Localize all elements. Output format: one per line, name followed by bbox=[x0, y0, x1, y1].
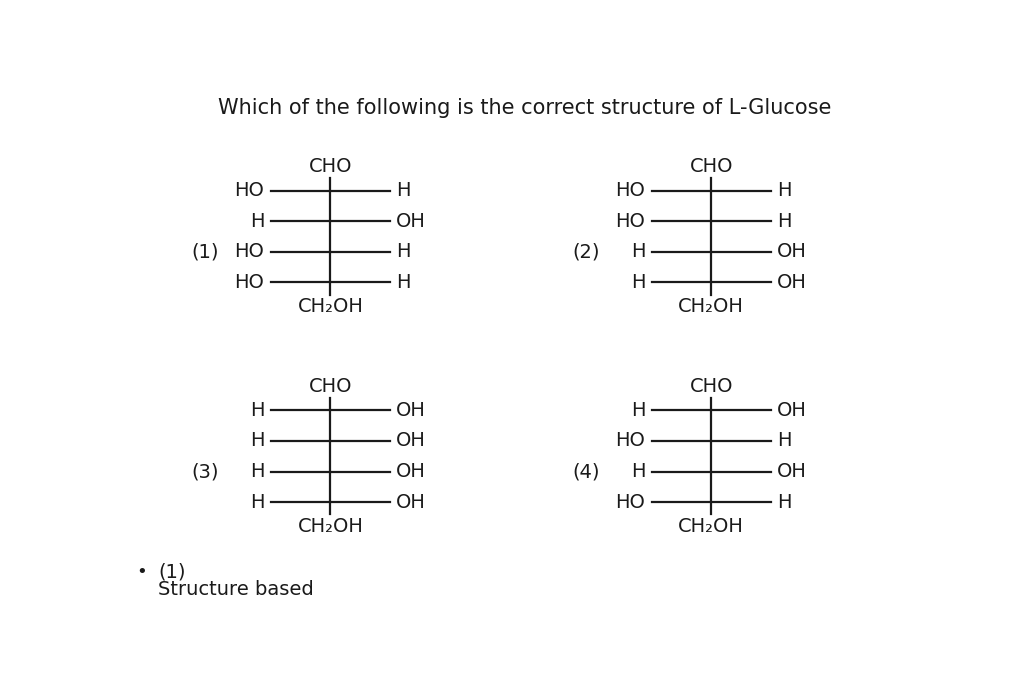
Text: OH: OH bbox=[777, 462, 807, 481]
Text: (1): (1) bbox=[158, 563, 185, 582]
Text: H: H bbox=[777, 432, 792, 450]
Text: CH₂OH: CH₂OH bbox=[297, 516, 364, 536]
Text: OH: OH bbox=[777, 401, 807, 420]
Text: H: H bbox=[631, 401, 645, 420]
Text: H: H bbox=[777, 181, 792, 200]
Text: H: H bbox=[250, 493, 264, 512]
Text: H: H bbox=[631, 242, 645, 261]
Text: CH₂OH: CH₂OH bbox=[678, 516, 744, 536]
Text: Structure based: Structure based bbox=[158, 580, 314, 599]
Text: CH₂OH: CH₂OH bbox=[297, 297, 364, 316]
Text: OH: OH bbox=[396, 432, 426, 450]
Text: H: H bbox=[396, 242, 411, 261]
Text: H: H bbox=[631, 462, 645, 481]
Text: H: H bbox=[777, 212, 792, 231]
Text: H: H bbox=[250, 401, 264, 420]
Text: Which of the following is the correct structure of L-Glucose: Which of the following is the correct st… bbox=[218, 97, 831, 118]
Text: H: H bbox=[396, 273, 411, 292]
Text: •: • bbox=[136, 563, 146, 581]
Text: HO: HO bbox=[615, 432, 645, 450]
Text: OH: OH bbox=[396, 401, 426, 420]
Text: OH: OH bbox=[396, 462, 426, 481]
Text: (2): (2) bbox=[572, 242, 600, 261]
Text: H: H bbox=[631, 273, 645, 292]
Text: HO: HO bbox=[234, 181, 264, 200]
Text: HO: HO bbox=[234, 242, 264, 261]
Text: CHO: CHO bbox=[308, 377, 352, 396]
Text: H: H bbox=[250, 432, 264, 450]
Text: H: H bbox=[250, 462, 264, 481]
Text: CHO: CHO bbox=[308, 157, 352, 176]
Text: H: H bbox=[777, 493, 792, 512]
Text: OH: OH bbox=[777, 273, 807, 292]
Text: OH: OH bbox=[396, 212, 426, 231]
Text: H: H bbox=[396, 181, 411, 200]
Text: H: H bbox=[250, 212, 264, 231]
Text: CHO: CHO bbox=[689, 377, 733, 396]
Text: CH₂OH: CH₂OH bbox=[678, 297, 744, 316]
Text: OH: OH bbox=[777, 242, 807, 261]
Text: HO: HO bbox=[615, 181, 645, 200]
Text: (1): (1) bbox=[191, 242, 219, 261]
Text: OH: OH bbox=[396, 493, 426, 512]
Text: HO: HO bbox=[234, 273, 264, 292]
Text: CHO: CHO bbox=[689, 157, 733, 176]
Text: (3): (3) bbox=[191, 462, 219, 481]
Text: HO: HO bbox=[615, 493, 645, 512]
Text: HO: HO bbox=[615, 212, 645, 231]
Text: (4): (4) bbox=[572, 462, 600, 481]
